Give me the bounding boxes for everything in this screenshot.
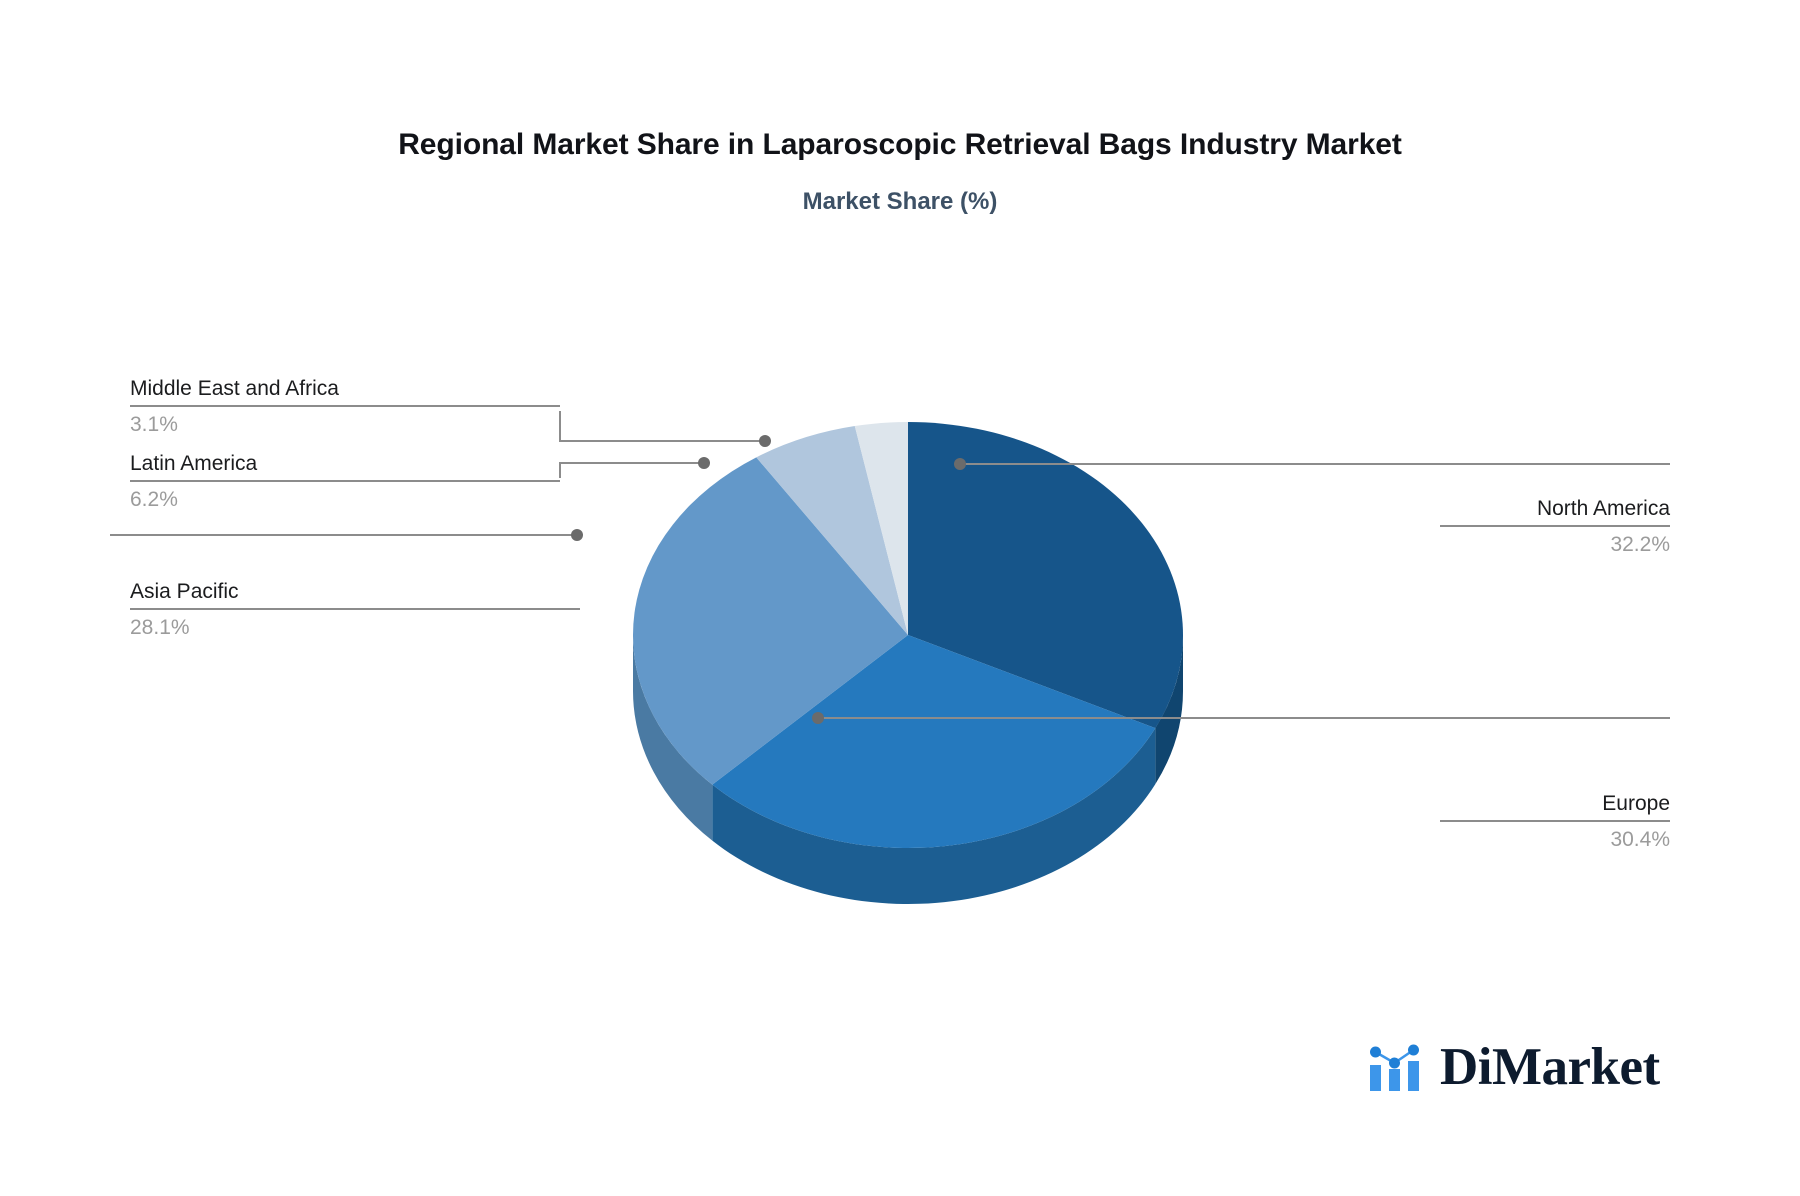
callout-category-latin-america: Latin America [130, 452, 258, 475]
brand-name: DiMarket [1440, 1037, 1660, 1096]
callout-rule-middle-east-and-africa [130, 405, 560, 407]
callout-category-middle-east-and-africa: Middle East and Africa [130, 377, 339, 400]
side-north-america [1155, 635, 1183, 785]
callout-value-asia-pacific: 28.1% [130, 616, 190, 639]
pie-chart [560, 355, 1260, 935]
bar-chart-logo-icon [1370, 1044, 1419, 1091]
slice-north-america[interactable] [908, 422, 1183, 729]
callout-value-north-america: 32.2% [1610, 533, 1670, 556]
pie-chart-svg [633, 422, 1183, 904]
callout-rule-latin-america [130, 480, 560, 482]
brand-logo: DiMarket [1368, 1036, 1660, 1098]
callout-rule-north-america [1440, 525, 1670, 527]
callout-asia-pacific: Asia Pacific 28.1% [130, 578, 580, 643]
pie-3d-side [633, 635, 1183, 904]
slice-europe[interactable] [712, 635, 1156, 848]
callout-north-america: North America 32.2% [1440, 495, 1670, 560]
callout-value-europe: 30.4% [1610, 828, 1670, 851]
callout-rule-europe [1440, 820, 1670, 822]
side-europe [712, 728, 1156, 904]
callout-europe: Europe 30.4% [1440, 790, 1670, 855]
callout-middle-east-and-africa: Middle East and Africa 3.1% [130, 375, 560, 440]
callout-category-north-america: North America [1536, 497, 1670, 520]
chart-title: Regional Market Share in Laparoscopic Re… [398, 128, 1402, 161]
callout-category-europe: Europe [1602, 792, 1670, 815]
callout-value-latin-america: 6.2% [130, 488, 178, 511]
side-asia-pacific [633, 635, 713, 841]
callout-rule-asia-pacific [130, 608, 580, 610]
callout-latin-america: Latin America 6.2% [130, 450, 560, 515]
slice-latin-america[interactable] [756, 426, 908, 635]
slice-asia-pacific[interactable] [633, 457, 908, 785]
callout-value-middle-east-and-africa: 3.1% [130, 413, 178, 436]
chart-subtitle: Market Share (%) [802, 188, 998, 215]
pie-slices [633, 422, 1183, 848]
callout-category-asia-pacific: Asia Pacific [130, 580, 239, 603]
slice-middle-east-and-africa[interactable] [854, 422, 908, 635]
